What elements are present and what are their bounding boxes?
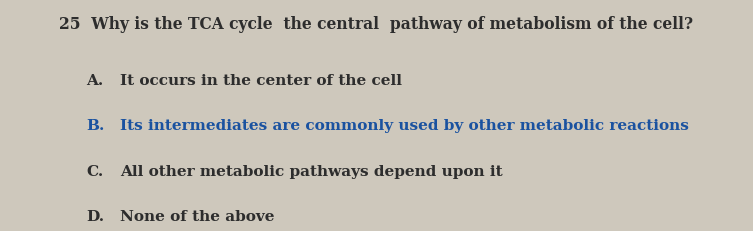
Text: C.: C.: [87, 164, 104, 178]
Text: B.: B.: [87, 119, 105, 133]
Text: A.: A.: [87, 74, 104, 88]
Text: Its intermediates are commonly used by other metabolic reactions: Its intermediates are commonly used by o…: [120, 119, 689, 133]
Text: It occurs in the center of the cell: It occurs in the center of the cell: [120, 74, 403, 88]
Text: 25  Why is the TCA cycle  the central  pathway of metabolism of the cell?: 25 Why is the TCA cycle the central path…: [59, 16, 694, 33]
Text: All other metabolic pathways depend upon it: All other metabolic pathways depend upon…: [120, 164, 503, 178]
Text: D.: D.: [87, 209, 105, 223]
Text: None of the above: None of the above: [120, 209, 275, 223]
